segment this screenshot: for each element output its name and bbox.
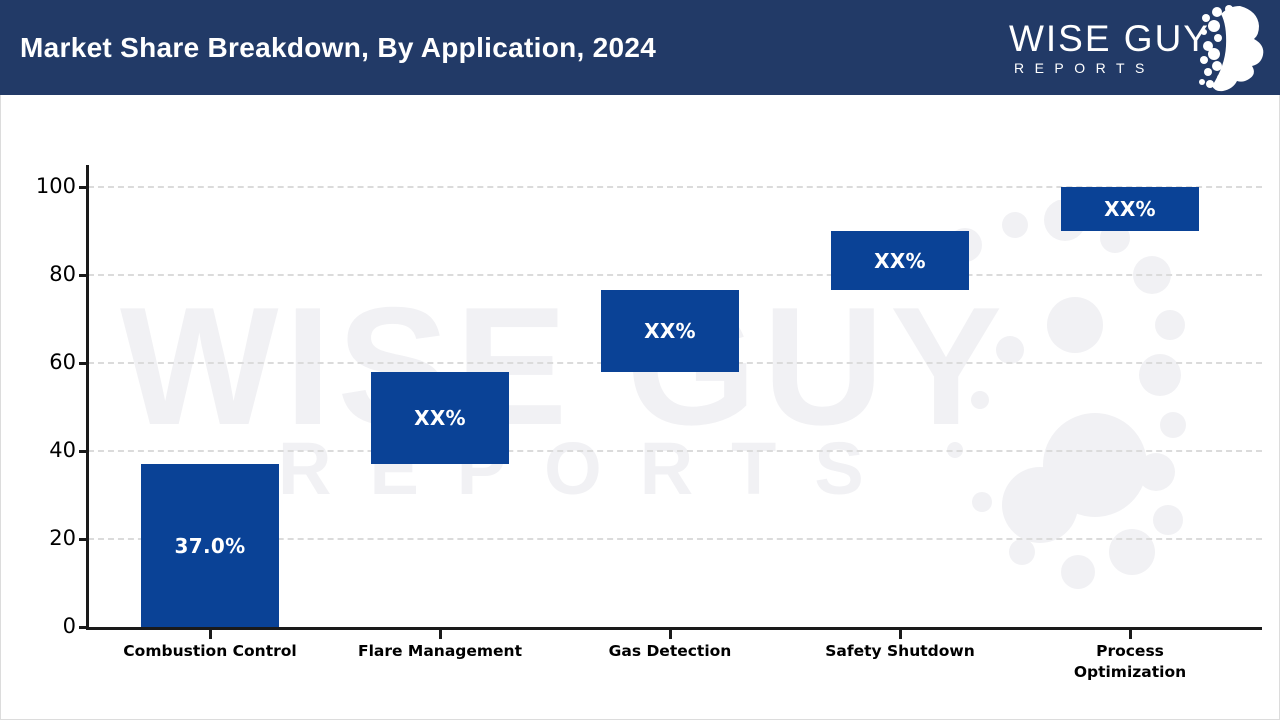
x-tick-mark-5	[1129, 630, 1132, 639]
wiseguy-logo: WISE GUY REPORTS	[1009, 4, 1270, 92]
gridline-20	[88, 538, 1262, 540]
bar-value-label: 37.0%	[174, 533, 246, 558]
gridline-80	[88, 274, 1262, 276]
x-tick-mark-4	[899, 630, 902, 639]
x-tick-mark-2	[439, 630, 442, 639]
bar-value-label: XX%	[414, 405, 466, 430]
y-tick-label-100: 100	[35, 174, 76, 198]
x-category-label-1: Combustion Control	[123, 642, 297, 660]
gridline-40	[88, 450, 1262, 452]
header-bar: Market Share Breakdown, By Application, …	[0, 0, 1280, 95]
logo-wiseguy-text: WISE GUY	[1008, 18, 1210, 60]
bar-value-label: XX%	[1104, 197, 1156, 221]
y-tick-label-0: 0	[62, 614, 76, 638]
y-tick-mark-40	[79, 450, 88, 453]
x-tick-mark-1	[209, 630, 212, 639]
watermark-wiseguy-text: WISE GUY	[120, 272, 1009, 460]
x-category-label-4: Safety Shutdown	[825, 642, 975, 660]
bar-flare-management: XX%	[371, 371, 509, 465]
watermark-head-icon	[947, 200, 1186, 589]
y-tick-mark-60	[79, 362, 88, 365]
bar-value-label: XX%	[644, 319, 696, 344]
x-category-label-2: Flare Management	[357, 642, 522, 660]
bar-value-label: XX%	[874, 248, 926, 273]
y-tick-mark-0	[79, 626, 88, 629]
x-axis	[86, 627, 1262, 630]
bar-gas-detection: XX%	[601, 290, 739, 372]
x-category-label-3: Gas Detection	[608, 642, 732, 660]
y-tick-mark-80	[79, 274, 88, 277]
x-category-label-5: Process Optimization	[1073, 642, 1187, 681]
y-axis	[86, 165, 89, 630]
logo-head-icon	[1199, 5, 1264, 92]
y-tick-mark-100	[79, 186, 88, 189]
x-tick-mark-3	[669, 630, 672, 639]
bar-safety-shutdown: XX%	[831, 231, 969, 291]
logo-reports-text: REPORTS	[1013, 59, 1155, 76]
y-tick-label-40: 40	[49, 438, 76, 462]
y-tick-label-20: 20	[49, 526, 76, 550]
logo-wordmark: WISE GUY REPORTS	[1008, 18, 1210, 76]
y-tick-mark-20	[79, 538, 88, 541]
y-tick-label-80: 80	[49, 262, 76, 286]
bar-combustion-control: 37.0%	[141, 464, 279, 627]
bar-process-optimization: XX%	[1061, 187, 1199, 231]
y-tick-label-60: 60	[49, 350, 76, 374]
page-title: Market Share Breakdown, By Application, …	[20, 31, 657, 63]
gridline-100	[88, 186, 1262, 188]
